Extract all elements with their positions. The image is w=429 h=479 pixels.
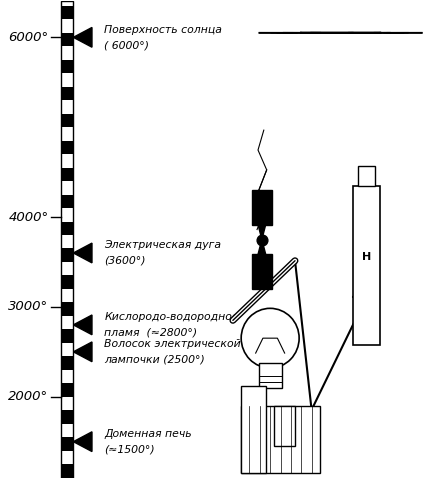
Bar [61,235,73,249]
Polygon shape [73,432,92,452]
Bar [61,0,73,6]
Polygon shape [252,190,272,225]
Polygon shape [73,315,92,335]
Bar [61,194,73,208]
Polygon shape [258,225,266,240]
Bar [61,87,73,100]
Bar [61,383,73,397]
Bar [61,302,73,316]
Bar [61,397,73,410]
Polygon shape [73,243,92,263]
Bar [61,208,73,221]
Bar [259,363,282,388]
Bar [61,19,73,33]
Ellipse shape [241,308,299,368]
Bar [61,60,73,73]
Text: Доменная печь: Доменная печь [104,429,192,439]
Text: 4000°: 4000° [8,211,48,224]
Bar [61,1,73,478]
Bar [61,114,73,127]
Bar [61,249,73,262]
Text: 6000°: 6000° [8,31,48,44]
Bar [61,141,73,154]
Bar [274,406,295,446]
Text: (≈1500°): (≈1500°) [104,445,155,455]
Bar [61,262,73,275]
Bar [61,127,73,141]
Text: пламя  (≈2800°): пламя (≈2800°) [104,328,197,338]
Bar [61,410,73,424]
Bar [61,356,73,370]
Polygon shape [73,27,92,47]
Bar [61,451,73,464]
Bar [61,154,73,168]
Text: Волосок электрической: Волосок электрической [104,339,241,349]
Bar [61,289,73,302]
Bar [241,406,320,473]
Bar [61,437,73,451]
Text: 2000°: 2000° [8,390,48,403]
Text: Электрическая дуга: Электрическая дуга [104,240,221,251]
Bar [61,168,73,181]
Bar [61,343,73,356]
Bar [61,100,73,114]
Polygon shape [73,342,92,362]
Bar [61,73,73,87]
Bar [61,6,73,19]
Bar [61,370,73,383]
Text: ( 6000°): ( 6000°) [104,40,149,50]
Bar [359,166,375,185]
Bar [61,181,73,194]
Bar [241,386,266,473]
Bar [61,330,73,343]
Polygon shape [252,254,272,289]
Bar [61,464,73,478]
Bar [353,185,380,344]
Text: (3600°): (3600°) [104,256,146,266]
Bar [61,424,73,437]
Text: лампочки (2500°): лампочки (2500°) [104,354,205,365]
Text: 3000°: 3000° [8,300,48,313]
Text: H: H [362,252,371,262]
Text: Кислородо-водородное: Кислородо-водородное [104,312,239,322]
Polygon shape [258,240,266,254]
Bar [61,275,73,289]
Text: Поверхность солнца: Поверхность солнца [104,24,222,34]
Bar [61,33,73,46]
Bar [61,316,73,330]
Point [258,236,265,243]
Bar [61,221,73,235]
Bar [61,46,73,60]
